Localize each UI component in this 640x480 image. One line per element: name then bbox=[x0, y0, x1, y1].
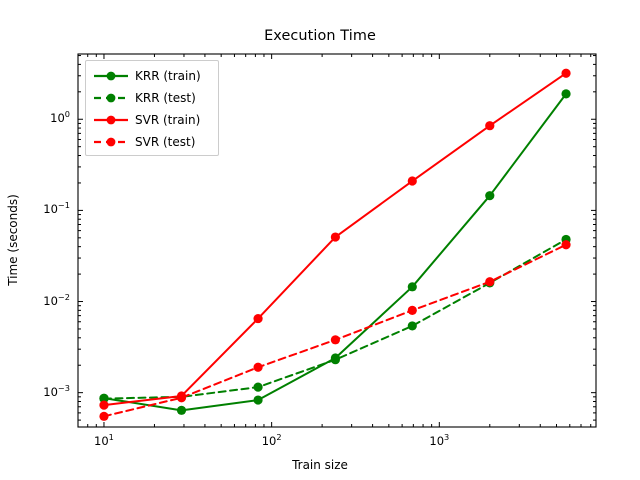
legend-swatch-krr-train bbox=[92, 68, 130, 84]
legend-swatch-krr-test bbox=[92, 90, 130, 106]
x-tick-label: 102 bbox=[261, 432, 282, 448]
legend-swatch-svr-train bbox=[92, 112, 130, 128]
chart-title: Execution Time bbox=[264, 28, 376, 44]
legend-item-krr-train: KRR (train) bbox=[92, 65, 212, 87]
x-tick-label: 101 bbox=[94, 432, 114, 448]
y-tick-label: 10−1 bbox=[43, 200, 70, 217]
legend-label-svr-test: SVR (test) bbox=[135, 135, 196, 149]
chart-legend: KRR (train) KRR (test) SVR (train) SVR (… bbox=[85, 60, 219, 156]
legend-label-krr-train: KRR (train) bbox=[135, 69, 201, 83]
legend-item-svr-test: SVR (test) bbox=[92, 131, 212, 153]
y-tick-label: 10−2 bbox=[43, 291, 70, 308]
x-axis-label: Train size bbox=[292, 458, 348, 472]
legend-label-krr-test: KRR (test) bbox=[135, 91, 196, 105]
legend-item-svr-train: SVR (train) bbox=[92, 109, 212, 131]
legend-item-krr-test: KRR (test) bbox=[92, 87, 212, 109]
legend-swatch-svr-test bbox=[92, 134, 130, 150]
y-tick-label: 100 bbox=[50, 109, 70, 126]
y-tick-label: 10−3 bbox=[43, 382, 70, 399]
x-tick-label: 103 bbox=[429, 432, 450, 448]
legend-label-svr-train: SVR (train) bbox=[135, 113, 201, 127]
